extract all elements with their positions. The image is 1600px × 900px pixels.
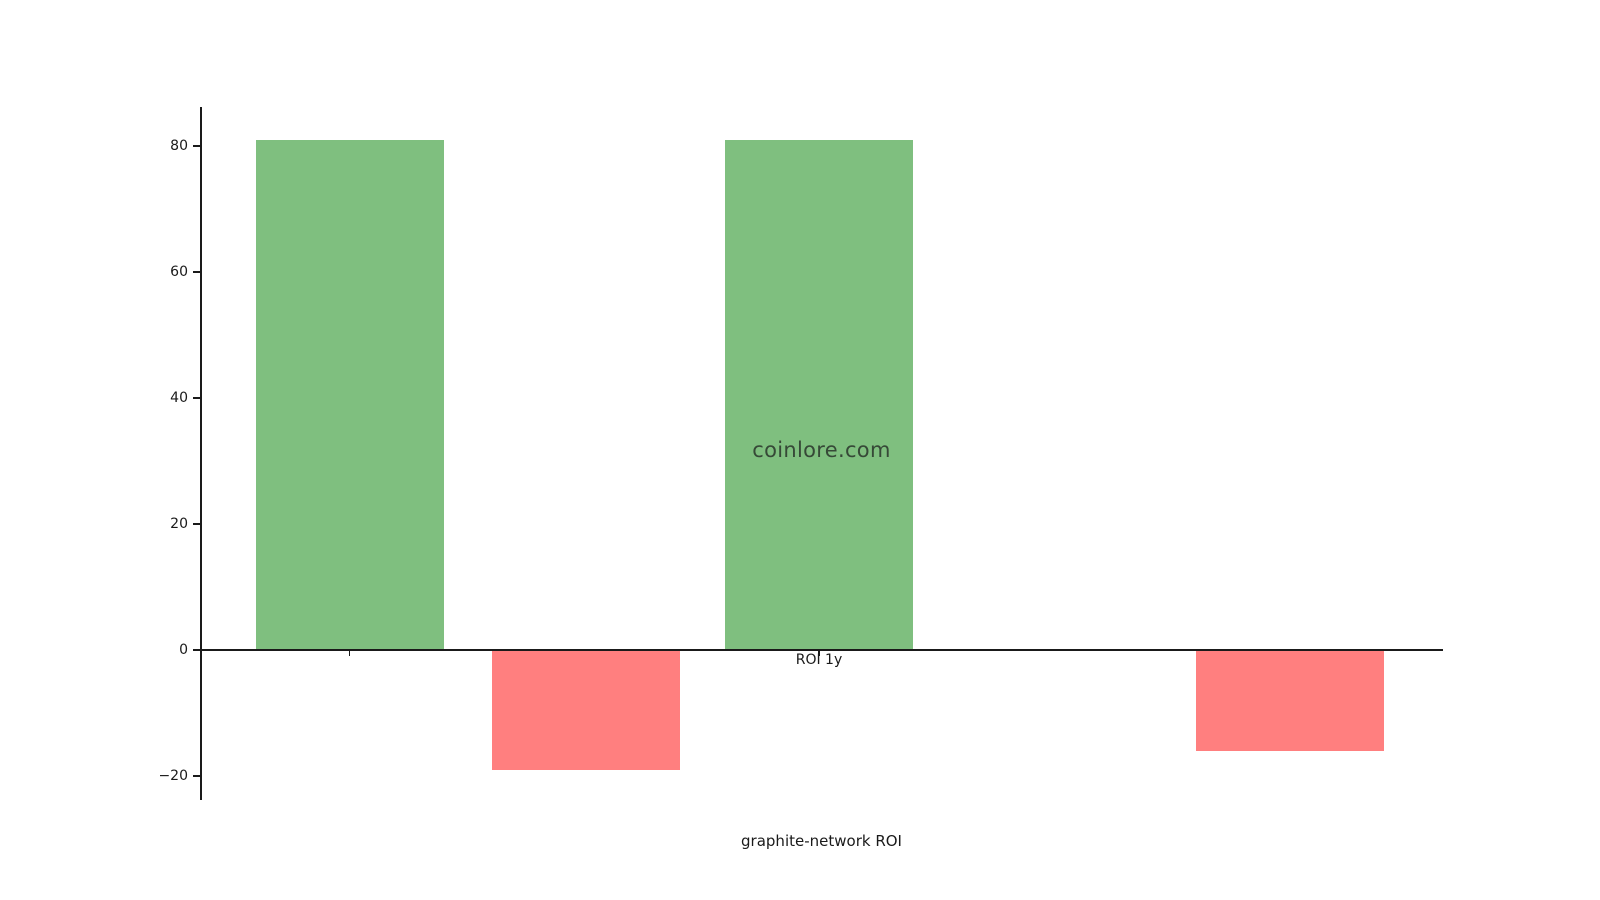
x-tick-mark [818,650,820,656]
y-tick-label: 40 [170,390,188,406]
y-tick-mark [193,775,200,777]
y-tick-label: −20 [158,768,188,784]
y-tick-mark [193,649,200,651]
y-tick-label: 60 [170,264,188,280]
bar-slot-4 [1195,650,1384,751]
y-tick-mark [193,271,200,273]
bar-roi-1y [725,139,913,650]
bar-slot-2 [491,650,680,770]
x-tick-mark [348,650,351,656]
y-tick-mark [193,523,200,525]
y-tick-mark [193,397,200,399]
x-tick-label-roi-1y: ROI 1y [795,652,843,668]
y-tick-label: 80 [170,138,188,154]
y-axis-line [200,107,202,800]
y-tick-label: 20 [170,516,188,532]
watermark-text: coinlore.com [752,438,891,462]
y-tick-mark [193,145,200,147]
bar-slot-1 [255,139,444,650]
y-tick-label: 0 [179,642,188,658]
x-axis-line [200,649,1443,651]
chart-title: graphite-network ROI [741,832,902,850]
